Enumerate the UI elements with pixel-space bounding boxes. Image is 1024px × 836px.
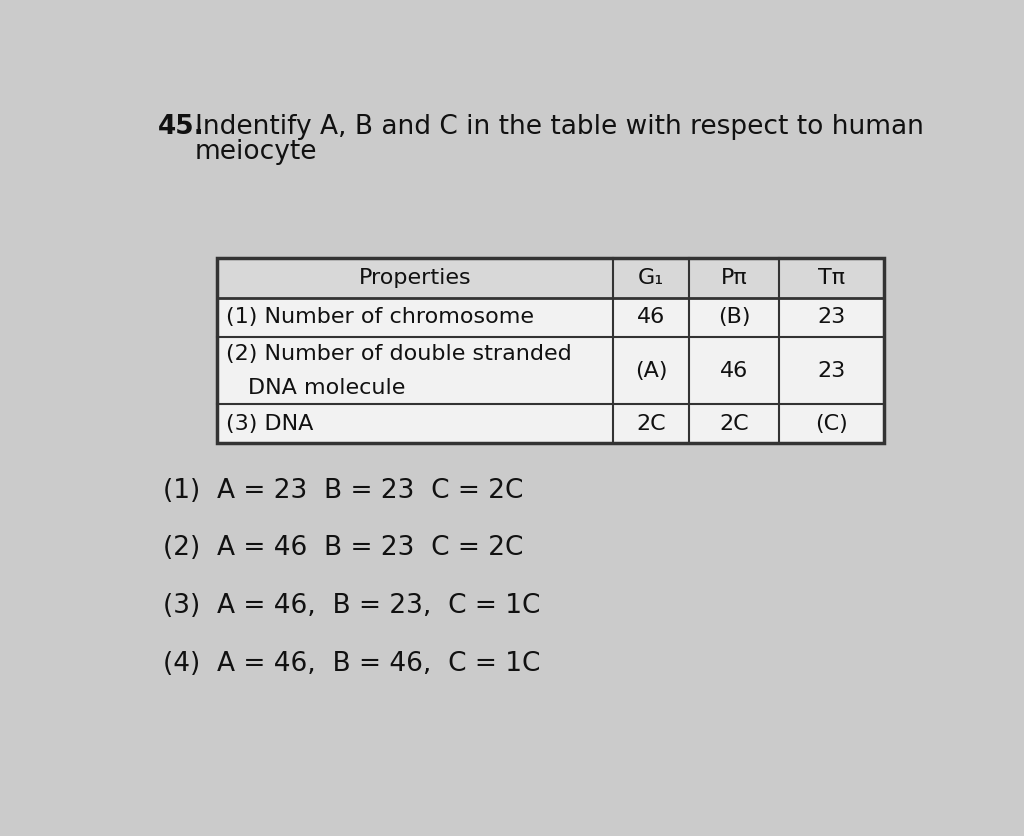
Text: Properties: Properties xyxy=(358,268,471,288)
Text: 2C: 2C xyxy=(636,414,666,434)
Text: 23: 23 xyxy=(817,360,846,380)
Text: (4)  A = 46,  B = 46,  C = 1C: (4) A = 46, B = 46, C = 1C xyxy=(163,651,541,677)
Text: (A): (A) xyxy=(635,360,668,380)
Text: (3)  A = 46,  B = 23,  C = 1C: (3) A = 46, B = 23, C = 1C xyxy=(163,593,541,619)
Text: DNA molecule: DNA molecule xyxy=(248,378,406,398)
Text: Indentify A, B and C in the table with respect to human: Indentify A, B and C in the table with r… xyxy=(195,115,924,140)
Text: 45.: 45. xyxy=(158,115,204,140)
FancyBboxPatch shape xyxy=(217,258,884,298)
Text: (2)  A = 46  B = 23  C = 2C: (2) A = 46 B = 23 C = 2C xyxy=(163,535,523,561)
Text: (3) DNA: (3) DNA xyxy=(226,414,313,434)
Text: 23: 23 xyxy=(817,308,846,328)
Text: (B): (B) xyxy=(718,308,751,328)
Text: 46: 46 xyxy=(720,360,749,380)
Text: 2C: 2C xyxy=(719,414,749,434)
Text: (2) Number of double stranded: (2) Number of double stranded xyxy=(226,344,572,364)
Text: (1) Number of chromosome: (1) Number of chromosome xyxy=(226,308,535,328)
Text: (1)  A = 23  B = 23  C = 2C: (1) A = 23 B = 23 C = 2C xyxy=(163,477,523,503)
Text: meiocyte: meiocyte xyxy=(195,139,317,165)
FancyBboxPatch shape xyxy=(217,258,884,443)
Text: (C): (C) xyxy=(815,414,848,434)
Text: 46: 46 xyxy=(637,308,666,328)
Text: Pπ: Pπ xyxy=(721,268,748,288)
Text: Tπ: Tπ xyxy=(818,268,845,288)
Text: G₁: G₁ xyxy=(638,268,665,288)
